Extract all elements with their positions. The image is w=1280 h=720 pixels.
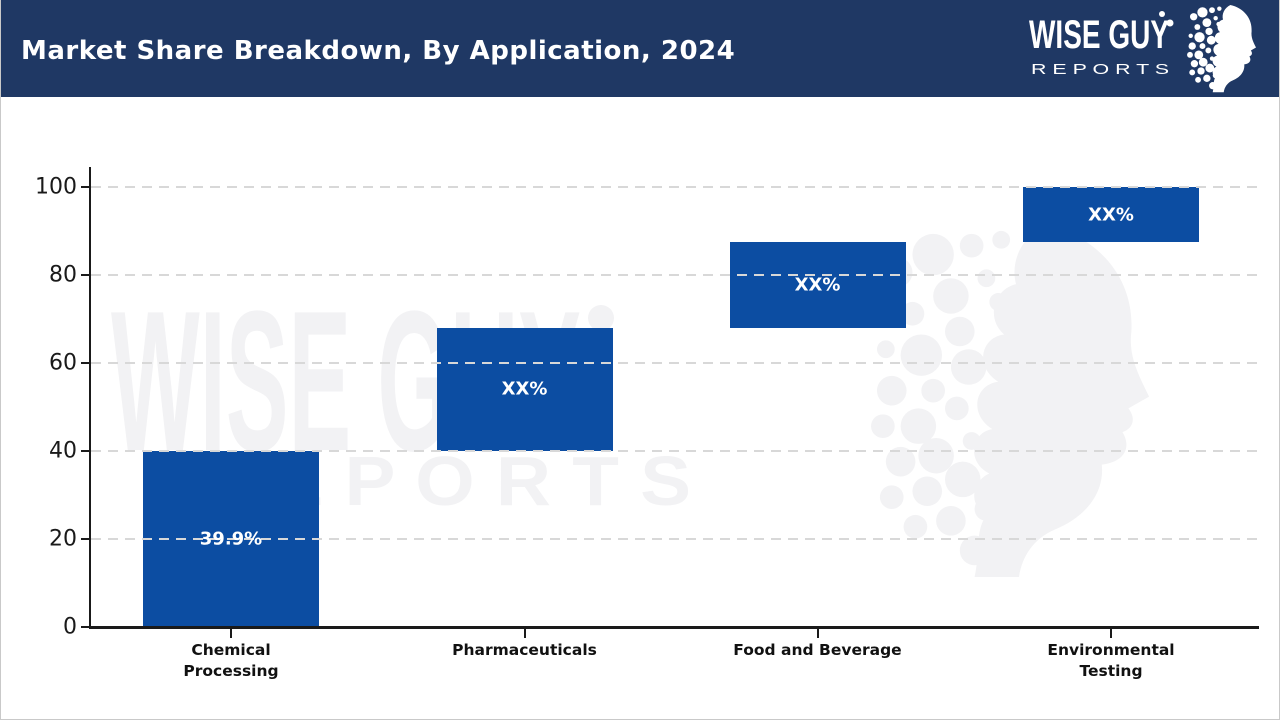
- y-axis-line: [89, 167, 91, 629]
- y-axis-tick: [81, 626, 90, 628]
- gridline: [91, 274, 1258, 276]
- x-axis-tick: [523, 629, 526, 638]
- y-axis-tick-label: 80: [49, 262, 77, 288]
- x-axis-tick: [1110, 629, 1112, 638]
- x-category-label: Chemical Processing: [183, 641, 279, 680]
- y-axis-tick: [81, 274, 90, 276]
- y-axis-tick-label: 40: [49, 438, 77, 464]
- bar-value-label: XX%: [1088, 204, 1134, 225]
- y-axis-tick-label: 0: [63, 614, 77, 640]
- header-bar: Market Share Breakdown, By Application, …: [1, 0, 1279, 97]
- y-axis-tick: [81, 450, 90, 452]
- bar-segment: [1023, 187, 1199, 242]
- x-axis-line: [89, 626, 1259, 629]
- gridline: [91, 362, 1258, 364]
- y-axis-tick: [81, 186, 90, 188]
- chart-title: Market Share Breakdown, By Application, …: [21, 36, 736, 66]
- gridline: [91, 186, 1258, 188]
- gridline: [91, 450, 1258, 452]
- x-category-label: Pharmaceuticals: [452, 641, 597, 659]
- watermark-y-dot: [588, 305, 614, 331]
- bar-segment: [436, 327, 613, 451]
- logo-line1: WISE GUY: [1029, 13, 1169, 57]
- bar-value-label: 39.9%: [199, 528, 263, 550]
- logo-face-icon: [1187, 5, 1256, 93]
- bar-value-label: XX%: [501, 378, 548, 400]
- gridline: [91, 538, 1258, 540]
- y-axis-tick-label: 60: [49, 350, 77, 376]
- watermark-face-icon: [871, 225, 1150, 578]
- y-axis-tick-label: 100: [35, 174, 77, 200]
- y-axis-tick-label: 20: [49, 526, 77, 552]
- y-axis-tick: [81, 362, 90, 364]
- bar-value-label: XX%: [794, 274, 841, 296]
- bar-segment: [729, 242, 906, 328]
- logo-y-dot: [1166, 19, 1174, 27]
- wiseguy-logo: WISE GUY R E P O R T S: [1029, 5, 1256, 93]
- x-axis-tick: [230, 629, 232, 638]
- x-category-label: Food and Beverage: [733, 641, 902, 659]
- logo-line2: R E P O R T S: [1031, 61, 1169, 78]
- y-axis-tick: [81, 538, 90, 540]
- x-axis-tick: [816, 629, 819, 638]
- x-category-label: Environmental Testing: [1047, 641, 1175, 680]
- logo-y-dot: [1159, 11, 1165, 17]
